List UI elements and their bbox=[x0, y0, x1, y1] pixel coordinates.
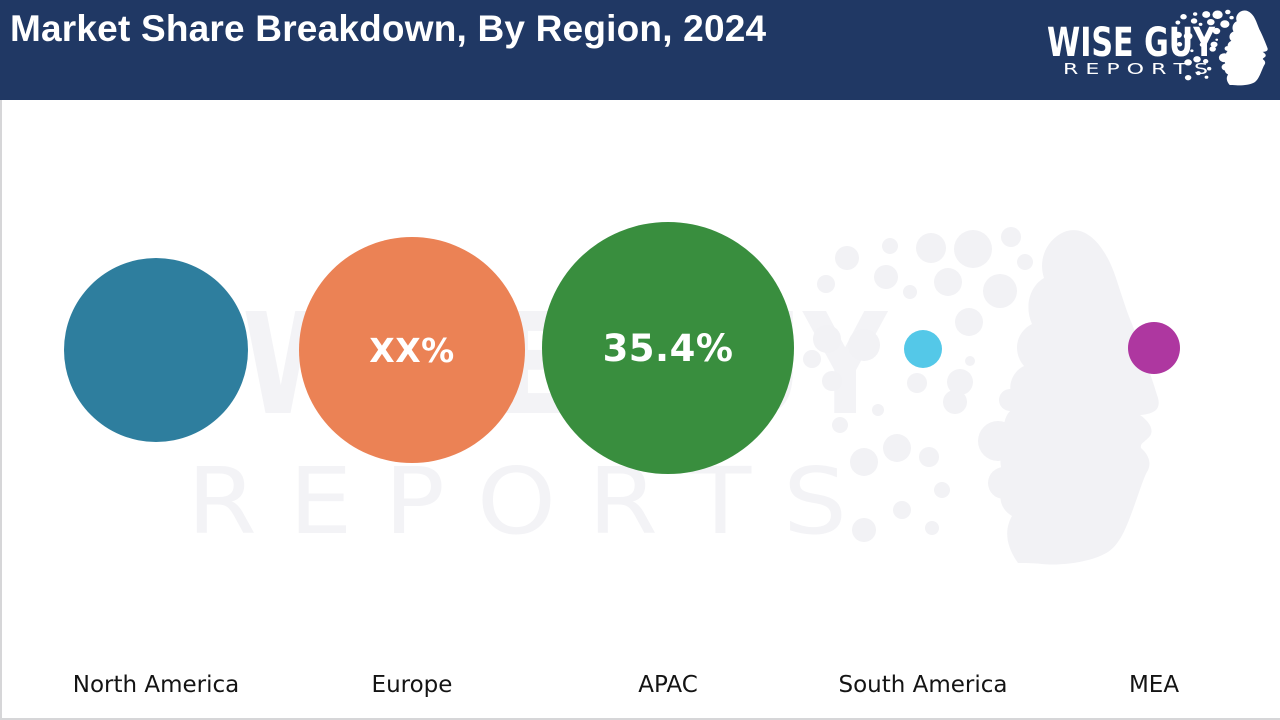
bubble-value-label: XX% bbox=[369, 330, 455, 370]
category-label-apac: APAC bbox=[638, 672, 698, 698]
watermark-head-icon bbox=[803, 227, 1159, 565]
bubble-apac: 35.4% bbox=[542, 222, 794, 474]
bubble-chart: WISE GUY R E P O R T S XX% 35.4% North A… bbox=[0, 100, 1280, 720]
bubble-north-america bbox=[64, 258, 248, 442]
bubble-mea bbox=[1128, 322, 1180, 374]
bubble-south-america bbox=[904, 330, 942, 368]
watermark-subtitle: R E P O R T S bbox=[187, 448, 847, 555]
page-title: Market Share Breakdown, By Region, 2024 bbox=[10, 8, 767, 49]
bubble-europe: XX% bbox=[299, 237, 525, 463]
header-bar: Market Share Breakdown, By Region, 2024 bbox=[0, 0, 1280, 100]
category-label-south-america: South America bbox=[838, 672, 1008, 698]
logo-wordmark: WISE GUY bbox=[1047, 20, 1216, 66]
category-label-mea: MEA bbox=[1128, 672, 1180, 698]
category-label-north-america: North America bbox=[72, 672, 240, 698]
logo-subtitle: R E P O R T S bbox=[1063, 60, 1208, 78]
bubble-value-label: 35.4% bbox=[602, 326, 734, 370]
category-label-europe: Europe bbox=[371, 672, 453, 698]
wise-guy-reports-logo: WISE GUY R E P O R T S bbox=[1047, 9, 1268, 86]
